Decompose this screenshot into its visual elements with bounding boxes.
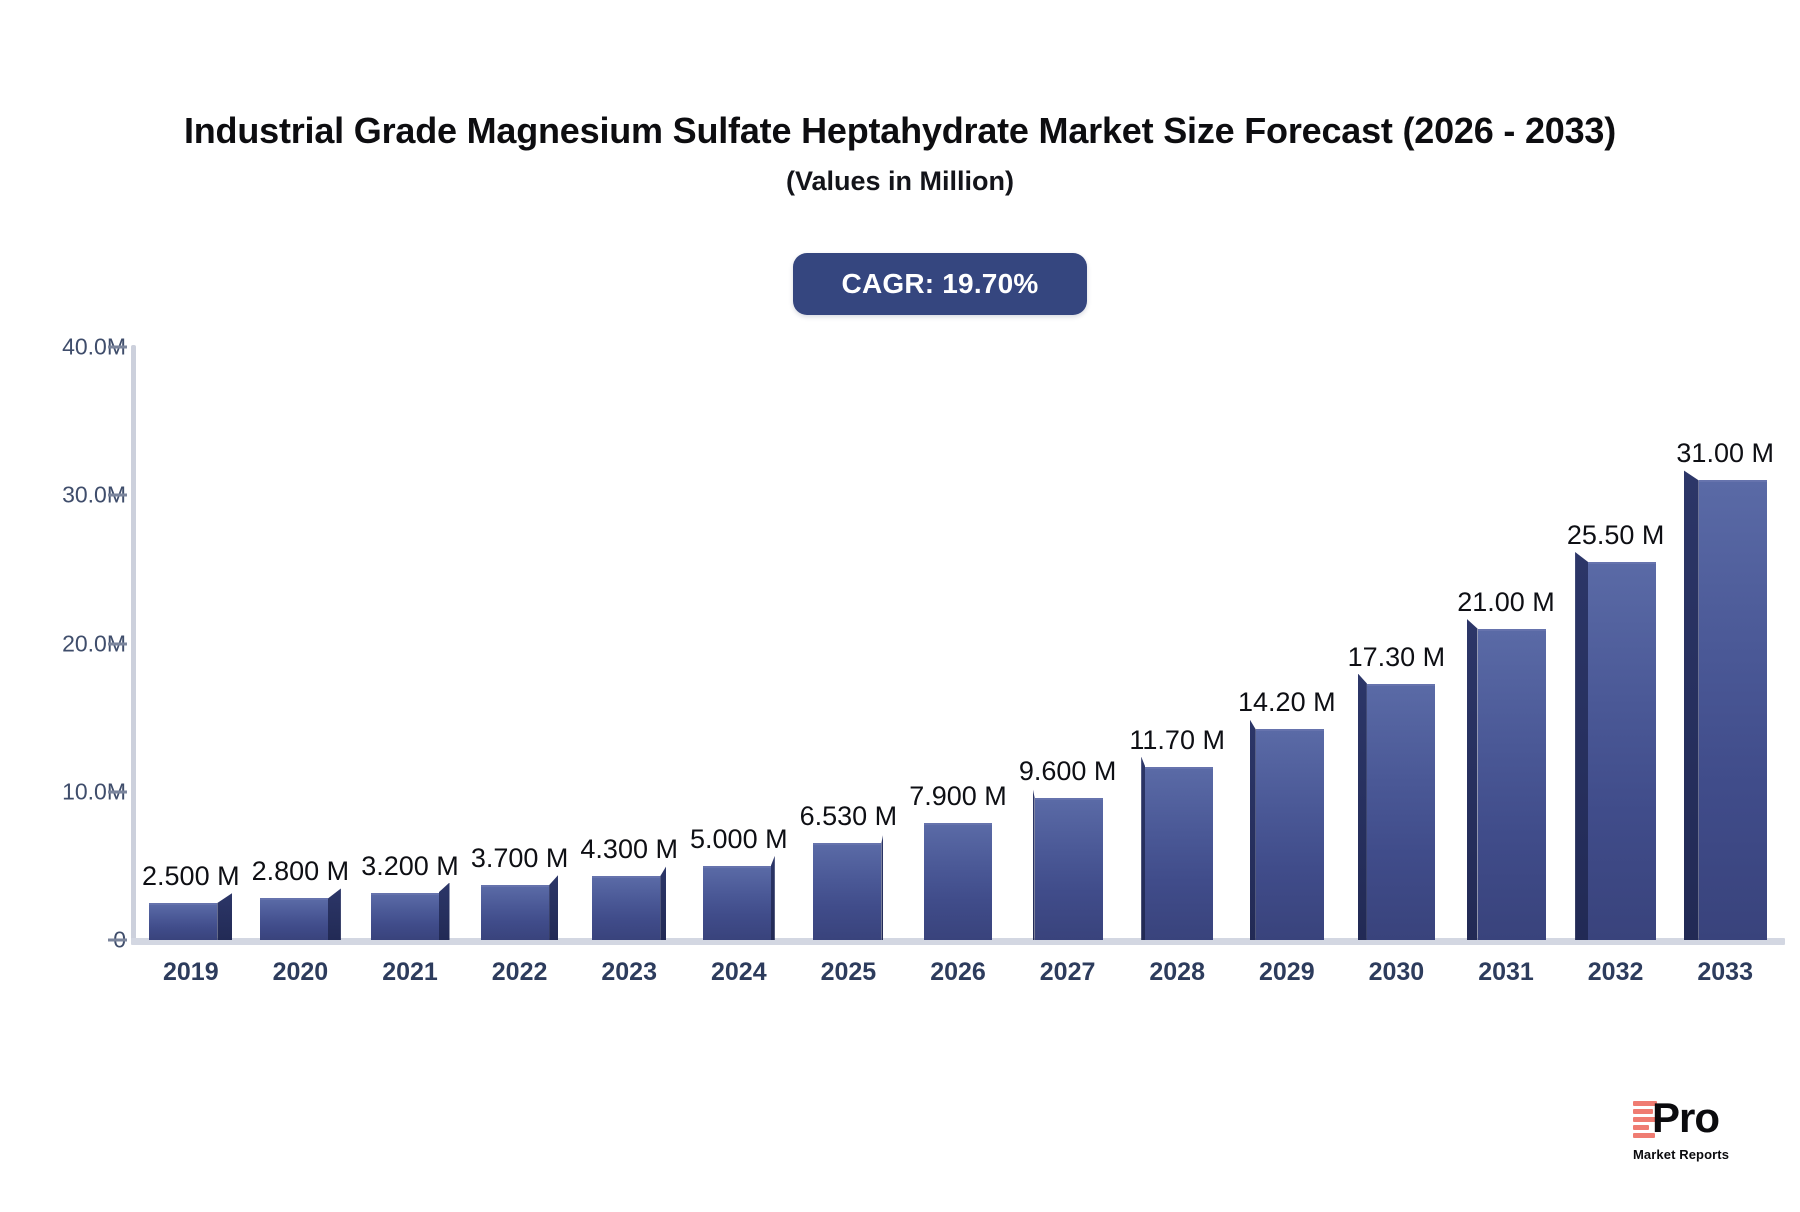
cagr-badge: CAGR: 19.70%: [793, 253, 1087, 315]
bar-value-label: 3.200 M: [361, 850, 459, 881]
bar-front-face: [592, 876, 661, 940]
bar-side-face: [1683, 470, 1699, 940]
bar-side-face: [1141, 756, 1146, 940]
x-axis-label-2020: 2020: [272, 958, 329, 986]
bar-value-label: 3.700 M: [470, 843, 569, 874]
x-axis-line: [131, 938, 1785, 945]
bar-value-label: 4.300 M: [580, 834, 678, 865]
bar-front-face: [259, 898, 328, 940]
bar-value-label: 6.530 M: [799, 801, 898, 832]
bar-front-face: [813, 843, 882, 940]
y-axis-tick-mark: [108, 790, 127, 794]
bar-front-face: [1477, 628, 1546, 940]
bar-side-face: [1357, 673, 1367, 940]
chart-subtitle: (Values in Million): [785, 166, 1015, 197]
bar-side-face: [438, 882, 450, 940]
y-axis-line: [131, 345, 136, 942]
logo-bars-icon: [1633, 1098, 1657, 1138]
bar-front-face: [149, 902, 218, 940]
bar-front-face: [1588, 561, 1657, 940]
bar-value-label: 31.00 M: [1676, 438, 1774, 469]
bar-value-label: 11.70 M: [1129, 724, 1225, 755]
x-axis-label-2026: 2026: [930, 958, 986, 986]
bar-value-label: 7.900 M: [909, 780, 1007, 811]
x-axis-label-2024: 2024: [710, 958, 767, 986]
x-axis-label-2022: 2022: [491, 958, 548, 986]
y-axis-tick-mark: [108, 642, 127, 645]
bar-value-label: 9.600 M: [1018, 755, 1117, 786]
bar-front-face: [1145, 766, 1214, 940]
bar-side-face: [1575, 551, 1589, 940]
logo-tagline: Market Reports: [1633, 1147, 1730, 1162]
bar-value-label: 25.50 M: [1566, 519, 1665, 550]
bar-side-face: [770, 855, 775, 940]
x-axis-label-2028: 2028: [1149, 958, 1205, 986]
page-title: Industrial Grade Magnesium Sulfate Hepta…: [183, 110, 1617, 151]
logo: Pro Market Reports: [1633, 1094, 1783, 1176]
y-axis-tick-mark: [108, 345, 127, 349]
bar-front-face: [1034, 797, 1103, 940]
bar-value-label: 2.500 M: [142, 860, 240, 891]
title-block: Industrial Grade Magnesium Sulfate Hepta…: [0, 108, 1800, 197]
bar-front-face: [702, 865, 771, 940]
bar-front-face: [481, 885, 550, 940]
x-axis-label-2021: 2021: [382, 958, 438, 986]
logo-name: Pro: [1652, 1094, 1720, 1141]
x-axis-label-2032: 2032: [1587, 958, 1644, 986]
bar-front-face: [1255, 729, 1324, 940]
x-axis-label-2019: 2019: [162, 958, 219, 986]
bar-value-label: 2.800 M: [251, 856, 350, 887]
logo-mark: Pro: [1633, 1094, 1783, 1146]
bar-value-label: 21.00 M: [1457, 586, 1555, 617]
bar-front-face: [924, 822, 992, 940]
x-axis-label-2031: 2031: [1478, 958, 1534, 986]
bar-side-face: [549, 875, 559, 940]
bar-value-label: 17.30 M: [1347, 641, 1446, 672]
bar-side-face: [1466, 618, 1478, 940]
bar-side-face: [1249, 719, 1256, 940]
bar-side-face: [217, 892, 233, 940]
bar-front-face: [1698, 480, 1767, 940]
x-axis-label-2027: 2027: [1039, 958, 1096, 986]
bar-front-face: [1366, 683, 1435, 940]
bar-side-face: [327, 888, 341, 940]
x-axis-label-2023: 2023: [601, 958, 657, 986]
y-axis-tick-mark: [108, 493, 127, 497]
bar-side-face: [881, 833, 884, 940]
x-axis-label-2025: 2025: [820, 958, 877, 986]
y-axis-tick-mark: [108, 938, 127, 942]
bar-side-face: [660, 866, 667, 940]
bar-value-label: 14.20 M: [1238, 687, 1336, 718]
bar-side-face: [1032, 787, 1035, 940]
x-axis-label-2030: 2030: [1368, 958, 1425, 986]
bar-front-face: [370, 892, 439, 940]
x-axis-label-2033: 2033: [1697, 958, 1753, 986]
bar-value-label: 5.000 M: [690, 823, 788, 854]
x-axis-label-2029: 2029: [1258, 958, 1315, 986]
